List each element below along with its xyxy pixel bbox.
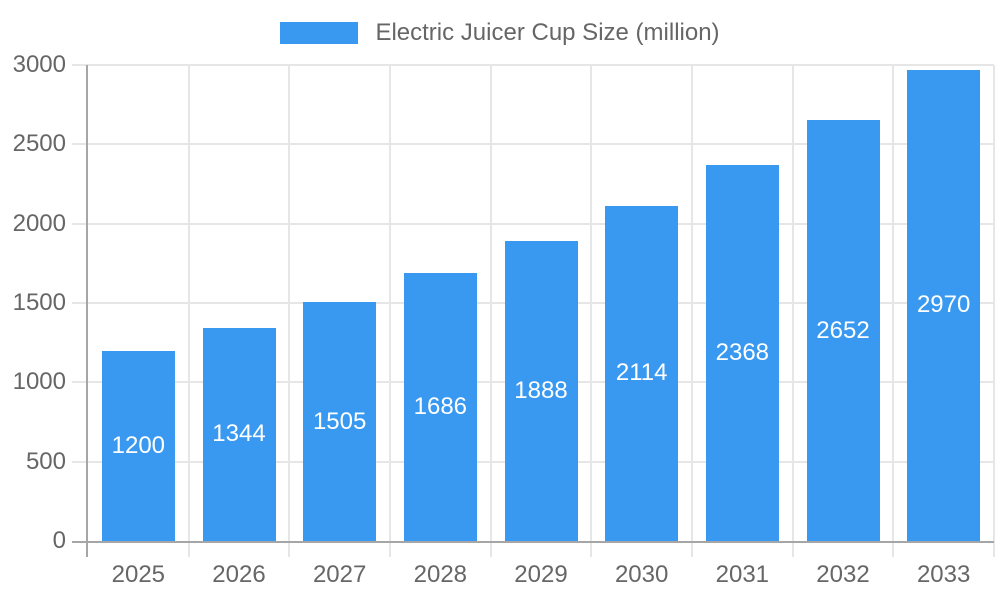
y-axis-label: 1500 [12, 289, 66, 316]
y-gridline [88, 64, 994, 66]
x-axis-label: 2027 [312, 561, 367, 588]
bar-value-label: 1200 [111, 431, 166, 459]
x-gridline [288, 65, 291, 557]
bar-value-label: 1344 [212, 420, 266, 448]
y-axis-label: 500 [25, 447, 66, 475]
x-gridline [389, 65, 391, 557]
bar-2032[interactable]: 2652 [806, 120, 880, 541]
y-axis-tick [72, 143, 88, 146]
bar-value-label: 1888 [514, 377, 568, 405]
bar-2031[interactable]: 2368 [705, 165, 779, 541]
bar-value-label: 1505 [312, 407, 367, 435]
x-axis-label: 2028 [413, 561, 468, 588]
bar-value-label: 2652 [816, 316, 870, 344]
bar-2029[interactable]: 1888 [504, 241, 578, 541]
y-axis-label: 1000 [12, 368, 66, 396]
legend-label: Electric Juicer Cup Size (million) [375, 19, 720, 46]
bar-2027[interactable]: 1505 [303, 302, 377, 541]
y-gridline [88, 222, 994, 225]
y-gridline [88, 143, 994, 146]
x-axis-label: 2033 [916, 561, 971, 588]
y-axis-label: 0 [52, 527, 66, 554]
x-axis-label: 2029 [514, 561, 568, 588]
x-gridline [993, 65, 995, 557]
y-axis-tick [72, 64, 88, 66]
x-gridline [187, 65, 190, 557]
chart-legend[interactable]: Electric Juicer Cup Size (million) [0, 20, 1000, 46]
y-axis-tick [72, 222, 88, 225]
x-gridline [489, 65, 492, 557]
x-gridline [791, 65, 794, 557]
y-axis-tick [72, 302, 88, 304]
y-axis-label: 3000 [12, 51, 66, 78]
bar-value-label: 2114 [615, 359, 668, 387]
bar-value-label: 1686 [413, 393, 468, 421]
bar-2030[interactable]: 2114 [605, 205, 679, 541]
x-gridline [590, 65, 593, 557]
bar-2025[interactable]: 1200 [101, 350, 175, 541]
bar-value-label: 2368 [715, 339, 770, 367]
y-axis-line [86, 65, 88, 557]
legend-swatch [280, 22, 359, 44]
x-axis-line [72, 541, 994, 543]
y-axis-label: 2500 [12, 130, 66, 158]
x-axis-label: 2025 [111, 561, 166, 588]
bar-2033[interactable]: 2970 [907, 69, 981, 541]
y-axis-label: 2000 [12, 209, 66, 237]
x-axis-label: 2026 [212, 561, 266, 588]
x-axis-label: 2031 [715, 561, 770, 588]
x-gridline [892, 65, 895, 557]
y-axis-tick [72, 381, 88, 384]
bar-value-label: 2970 [916, 291, 971, 319]
x-gridline [691, 65, 693, 557]
bar-2026[interactable]: 1344 [202, 327, 276, 541]
bar-2028[interactable]: 1686 [403, 273, 477, 541]
x-axis-label: 2032 [816, 561, 870, 588]
x-axis-label: 2030 [614, 561, 669, 588]
y-axis-tick [72, 460, 88, 463]
